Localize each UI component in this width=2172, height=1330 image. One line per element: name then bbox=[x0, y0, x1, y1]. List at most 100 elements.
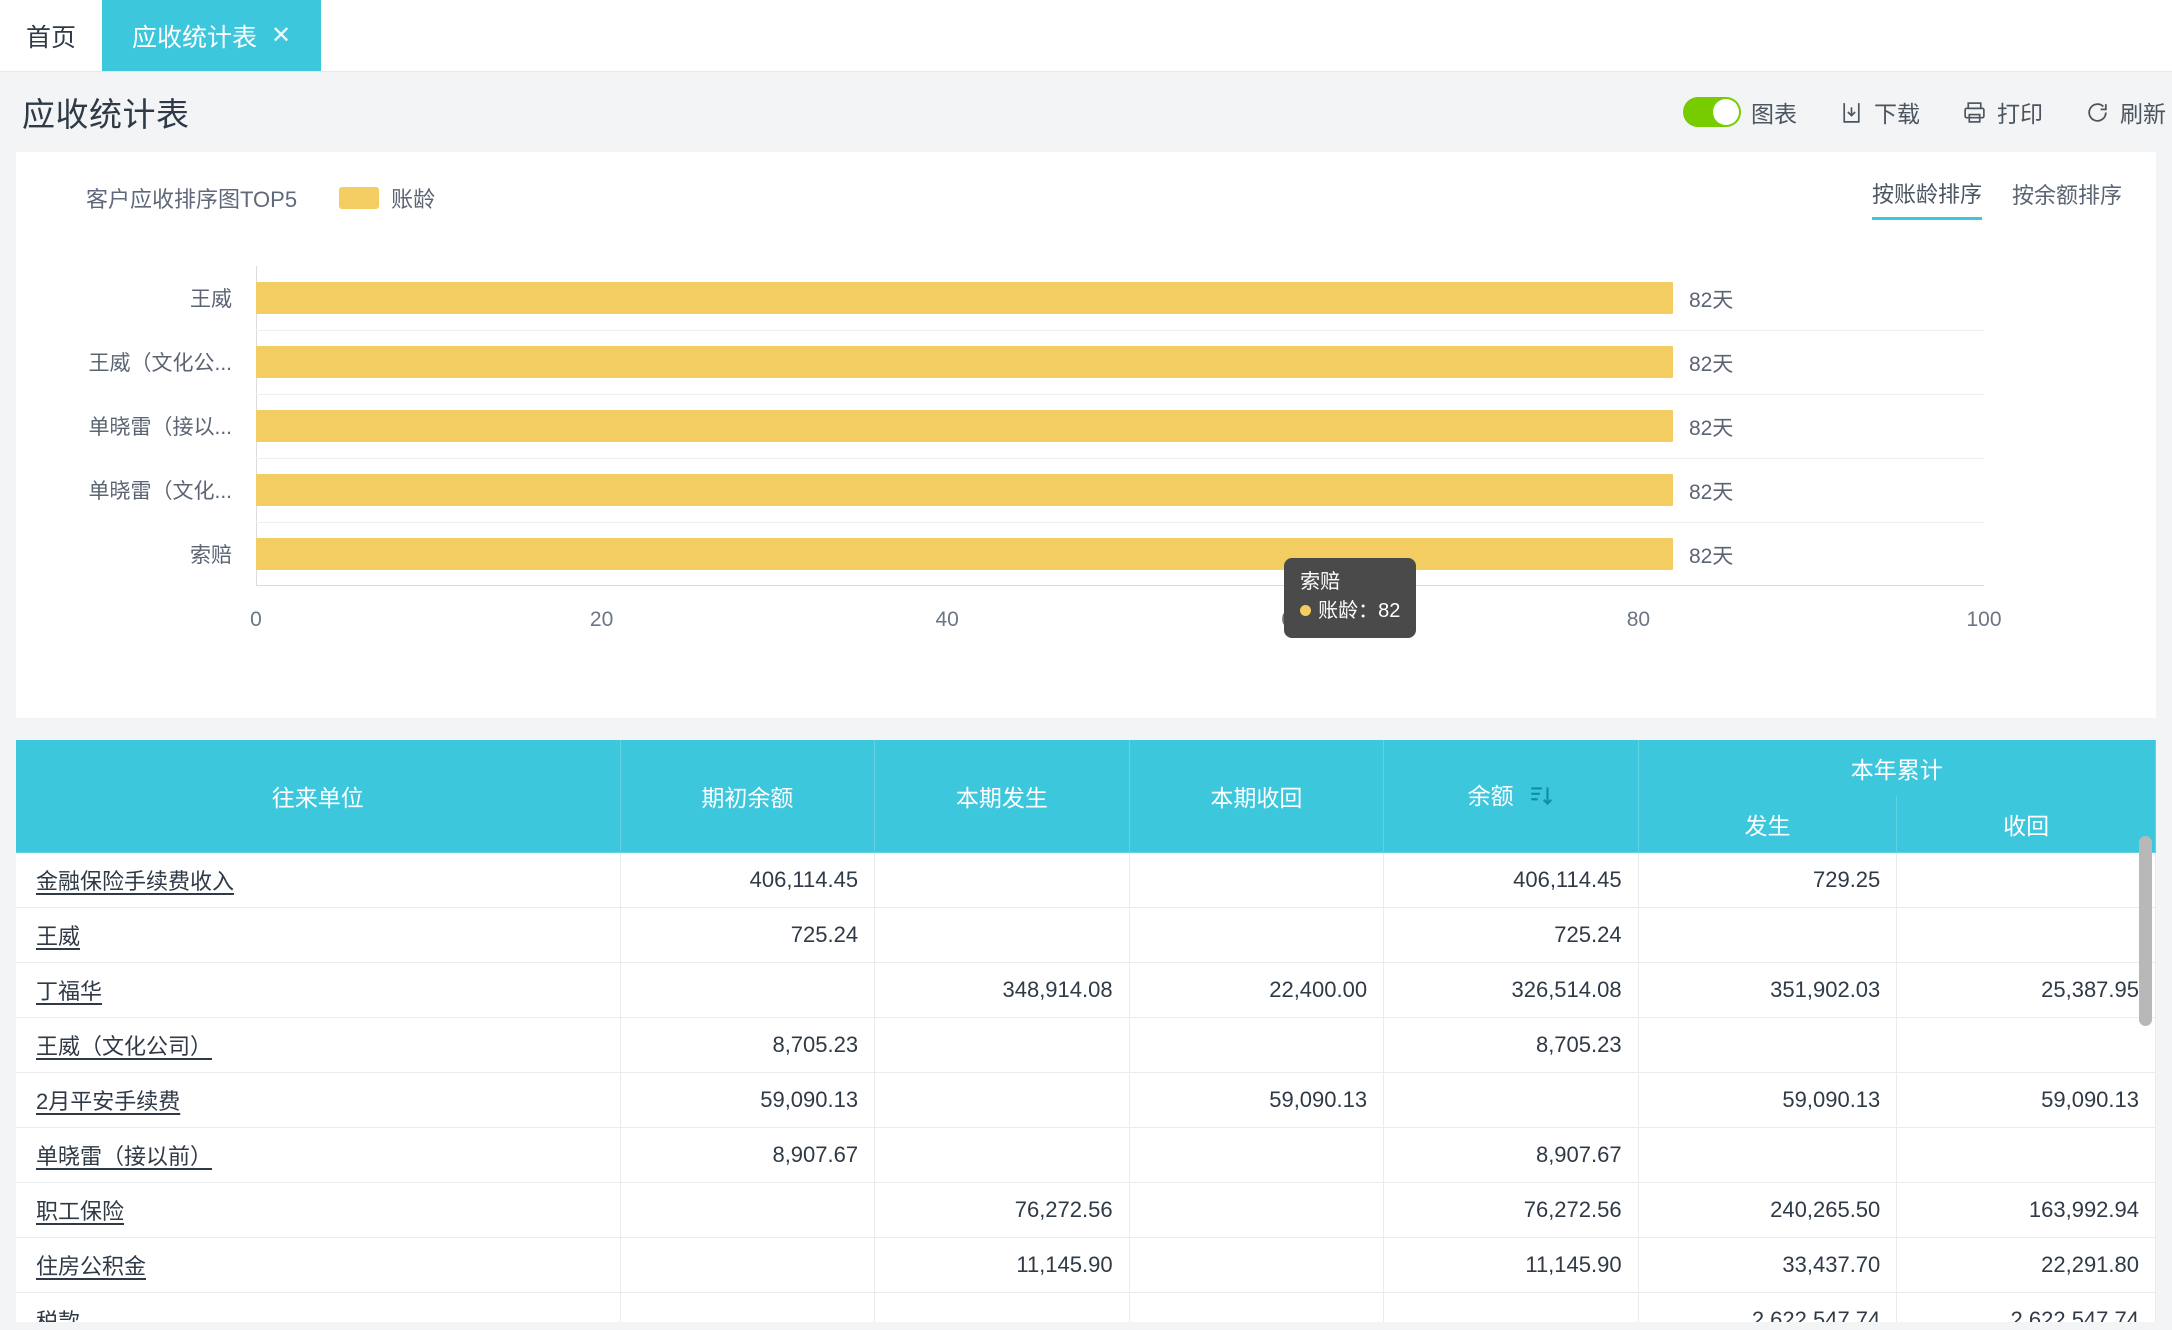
print-label: 打印 bbox=[1997, 101, 2043, 127]
cell-recovered bbox=[1129, 1127, 1385, 1183]
col-header-ytd-recovered[interactable]: 收回 bbox=[1896, 796, 2156, 853]
chart-y-label: 单晓雷（文化... bbox=[88, 480, 232, 503]
unit-link[interactable]: 税款 bbox=[36, 1308, 81, 1323]
chart-bar-value-label: 82天 bbox=[1688, 289, 1734, 312]
cell-ytd-occurred: 59,090.13 bbox=[1638, 1072, 1898, 1128]
cell-occurred bbox=[874, 1072, 1130, 1128]
table-body: 金融保险手续费收入 406,114.45 406,114.45 729.25 王威 725… bbox=[16, 852, 2156, 1322]
col-header-occurred[interactable]: 本期发生 bbox=[874, 740, 1130, 853]
chart-y-label: 王威（文化公... bbox=[88, 352, 232, 375]
table-row[interactable]: 丁福华 348,914.08 22,400.00 326,514.08 351,902.… bbox=[16, 962, 2156, 1018]
chart-bar-value-label: 82天 bbox=[1688, 545, 1734, 568]
download-button[interactable]: 下载 bbox=[1839, 95, 1920, 129]
cell-unit[interactable]: 住房公积金 bbox=[16, 1237, 621, 1293]
cell-opening: 8,705.23 bbox=[620, 1017, 876, 1073]
print-icon bbox=[1962, 100, 1987, 125]
sort-by-aging-link[interactable]: 按账龄排序 bbox=[1871, 177, 1982, 220]
chart-x-tick-label: 40 bbox=[935, 608, 959, 631]
chart-bar-value-label: 82天 bbox=[1688, 353, 1734, 376]
cell-occurred: 348,914.08 bbox=[874, 962, 1130, 1018]
cell-balance: 326,514.08 bbox=[1383, 962, 1639, 1018]
cell-ytd-occurred bbox=[1638, 907, 1898, 963]
col-header-balance-label: 余额 bbox=[1467, 782, 1514, 809]
unit-link[interactable]: 住房公积金 bbox=[36, 1253, 147, 1279]
cell-unit[interactable]: 丁福华 bbox=[16, 962, 621, 1018]
chart-tooltip: 索赔 账龄：82 bbox=[1284, 558, 1417, 638]
table-vertical-scrollbar[interactable] bbox=[2139, 836, 2152, 1026]
cell-unit[interactable]: 税款 bbox=[16, 1292, 621, 1323]
cell-balance: 406,114.45 bbox=[1383, 852, 1639, 908]
cell-balance bbox=[1383, 1292, 1639, 1322]
unit-link[interactable]: 王威 bbox=[36, 923, 81, 949]
cell-opening: 406,114.45 bbox=[620, 852, 876, 908]
cell-ytd-recovered bbox=[1896, 852, 2156, 908]
cell-ytd-recovered: 25,387.95 bbox=[1896, 962, 2156, 1018]
table-row[interactable]: 王威（文化公司） 8,705.23 8,705.23 bbox=[16, 1017, 2156, 1073]
chart-bar[interactable] bbox=[256, 282, 1673, 314]
cell-unit[interactable]: 王威 bbox=[16, 907, 621, 963]
tab-home[interactable]: 首页 bbox=[0, 0, 102, 71]
col-header-opening[interactable]: 期初余额 bbox=[620, 740, 876, 853]
table-row[interactable]: 金融保险手续费收入 406,114.45 406,114.45 729.25 bbox=[16, 852, 2156, 908]
refresh-button[interactable]: 刷新 bbox=[2085, 95, 2166, 129]
chart-toggle-label: 图表 bbox=[1751, 101, 1797, 127]
col-header-unit[interactable]: 往来单位 bbox=[16, 740, 621, 853]
cell-recovered bbox=[1129, 852, 1385, 908]
unit-link[interactable]: 单晓雷（接以前） bbox=[36, 1143, 213, 1169]
cell-ytd-recovered: 2,622,547.74 bbox=[1896, 1292, 2156, 1322]
refresh-icon bbox=[2085, 100, 2110, 125]
chart-bar[interactable] bbox=[256, 474, 1673, 506]
sort-desc-icon[interactable] bbox=[1528, 783, 1554, 815]
table-row[interactable]: 住房公积金 11,145.90 11,145.90 33,437.70 22,291.8… bbox=[16, 1237, 2156, 1293]
close-icon[interactable]: ✕ bbox=[271, 21, 292, 49]
unit-link[interactable]: 职工保险 bbox=[36, 1198, 125, 1224]
tooltip-row-label: 账龄 bbox=[1318, 600, 1359, 622]
tooltip-separator: ： bbox=[1358, 600, 1379, 622]
col-header-ytd-group: 本年累计 bbox=[1638, 740, 2156, 796]
cell-unit[interactable]: 单晓雷（接以前） bbox=[16, 1127, 621, 1183]
unit-link[interactable]: 2月平安手续费 bbox=[36, 1088, 181, 1114]
unit-link[interactable]: 丁福华 bbox=[36, 978, 103, 1004]
cell-unit[interactable]: 职工保险 bbox=[16, 1182, 621, 1238]
cell-opening bbox=[620, 1182, 876, 1238]
tab-receivable-statistics[interactable]: 应收统计表 ✕ bbox=[102, 0, 322, 71]
cell-balance: 8,705.23 bbox=[1383, 1017, 1639, 1073]
table-row[interactable]: 王威 725.24 725.24 bbox=[16, 907, 2156, 963]
table-row[interactable]: 税款 2,622,547.74 2,622,547.74 bbox=[16, 1292, 2156, 1322]
chart-x-axis-line bbox=[256, 585, 1984, 586]
table-row[interactable]: 单晓雷（接以前） 8,907.67 8,907.67 bbox=[16, 1127, 2156, 1183]
chart-bar[interactable] bbox=[256, 410, 1673, 442]
tooltip-series-dot-icon bbox=[1300, 605, 1312, 616]
col-header-recovered[interactable]: 本期收回 bbox=[1129, 740, 1385, 853]
header-toolbar: 图表 下载 打印 bbox=[1683, 95, 2172, 129]
col-header-ytd-occurred[interactable]: 发生 bbox=[1638, 796, 1898, 853]
cell-occurred bbox=[874, 1292, 1130, 1322]
cell-balance: 76,272.56 bbox=[1383, 1182, 1639, 1238]
table-row[interactable]: 职工保险 76,272.56 76,272.56 240,265.50 163,992.… bbox=[16, 1182, 2156, 1238]
table-row[interactable]: 2月平安手续费 59,090.13 59,090.13 59,090.13 59,090… bbox=[16, 1072, 2156, 1128]
tab-bar: 首页 应收统计表 ✕ bbox=[0, 0, 2172, 72]
cell-unit[interactable]: 王威（文化公司） bbox=[16, 1017, 621, 1073]
cell-unit[interactable]: 2月平安手续费 bbox=[16, 1072, 621, 1128]
receivables-table: 往来单位 期初余额 本期发生 本期收回 余额 本年累计 发生 收 bbox=[16, 740, 2156, 1322]
col-header-balance[interactable]: 余额 bbox=[1383, 740, 1639, 853]
cell-ytd-occurred bbox=[1638, 1127, 1898, 1183]
chart-legend[interactable]: 账龄 bbox=[339, 182, 435, 214]
chart-bar[interactable] bbox=[256, 538, 1673, 570]
tooltip-row: 账龄：82 bbox=[1300, 597, 1400, 626]
print-button[interactable]: 打印 bbox=[1962, 95, 2043, 129]
unit-link[interactable]: 王威（文化公司） bbox=[36, 1033, 213, 1059]
cell-opening bbox=[620, 1292, 876, 1322]
chart-bar-value-label: 82天 bbox=[1688, 417, 1734, 440]
chart-bar[interactable] bbox=[256, 346, 1673, 378]
cell-balance: 725.24 bbox=[1383, 907, 1639, 963]
chart-toggle[interactable]: 图表 bbox=[1683, 95, 1797, 129]
sort-by-balance-link[interactable]: 按余额排序 bbox=[2011, 183, 2122, 208]
cell-ytd-recovered: 163,992.94 bbox=[1896, 1182, 2156, 1238]
unit-link[interactable]: 金融保险手续费收入 bbox=[36, 868, 235, 894]
cell-occurred bbox=[874, 852, 1130, 908]
cell-unit[interactable]: 金融保险手续费收入 bbox=[16, 852, 621, 908]
chart-y-label: 索赔 bbox=[190, 544, 232, 567]
page-header: 应收统计表 图表 下载 打印 bbox=[0, 72, 2172, 152]
toggle-switch-icon[interactable] bbox=[1683, 97, 1741, 127]
